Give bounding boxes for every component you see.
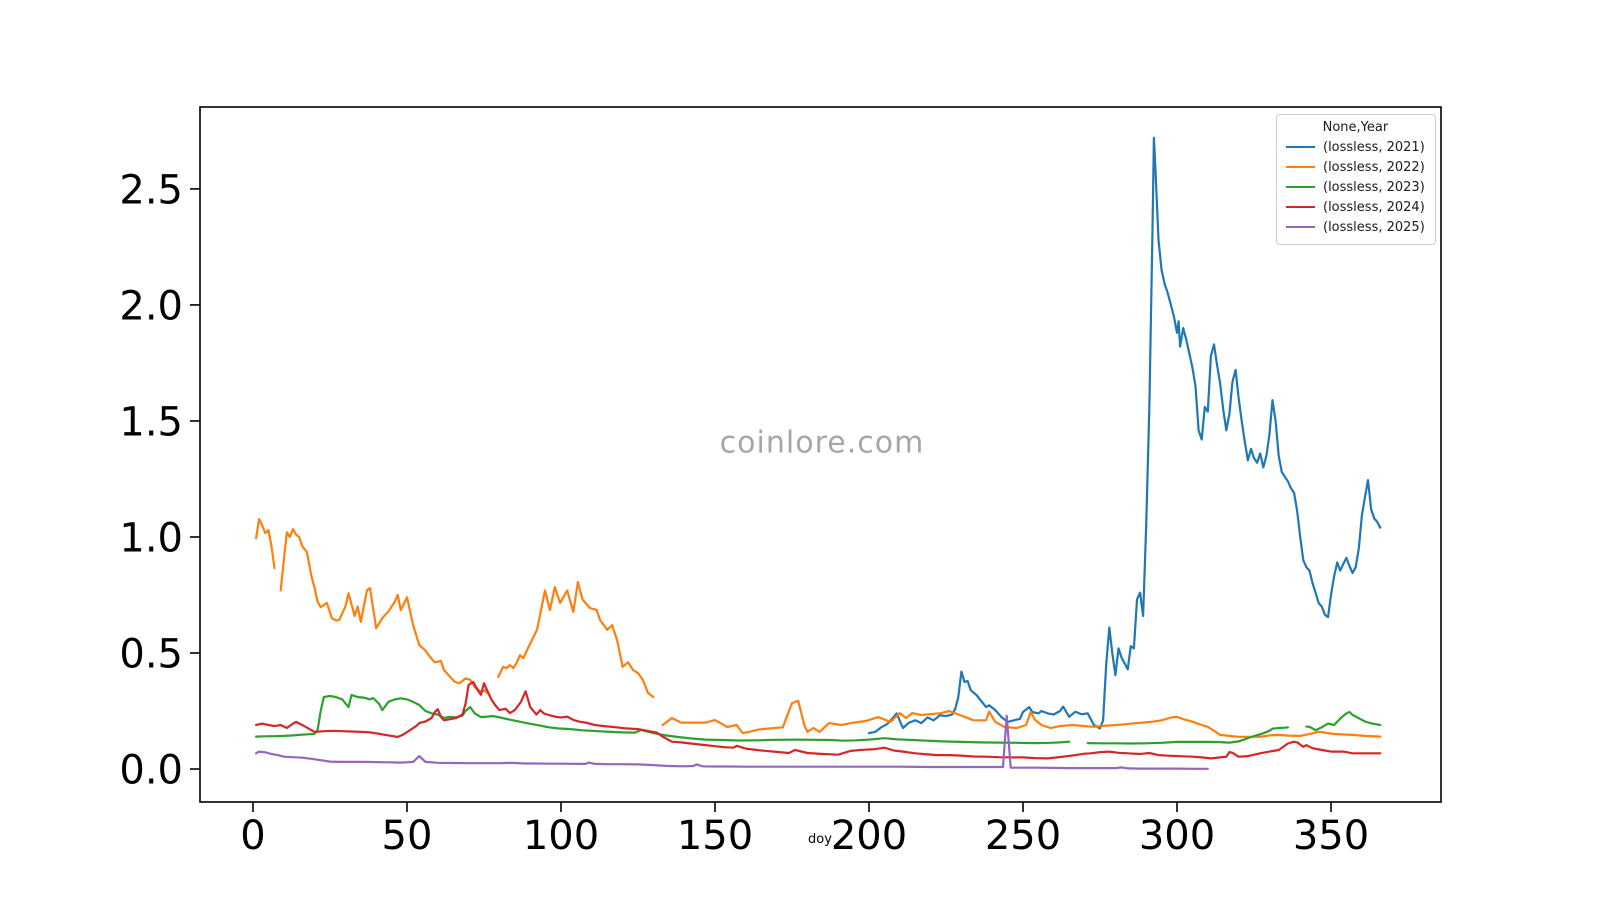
legend-item-label: (lossless, 2022) (1323, 159, 1425, 175)
series-line-2023 (255, 693, 1071, 745)
y-tick-label: 1.5 (119, 399, 183, 445)
watermark: coinlore.com (719, 425, 925, 461)
legend-line-swatch (1286, 166, 1315, 168)
x-tick-label: 350 (1293, 813, 1369, 859)
legend-title: None,Year (1322, 120, 1389, 135)
x-tick-label: 0 (240, 813, 265, 859)
legend-item-label: (lossless, 2024) (1323, 199, 1425, 215)
legend-item: (lossless, 2022) (1286, 157, 1425, 177)
legend-line-swatch (1286, 186, 1315, 188)
axes-frame (199, 106, 1442, 803)
series-line-2024 (255, 680, 1382, 760)
x-tick-label: 250 (985, 813, 1061, 859)
legend-item-label: (lossless, 2025) (1323, 219, 1425, 235)
y-tick-label: 1.0 (119, 515, 183, 561)
series-line-2022 (497, 580, 655, 699)
legend-item: (lossless, 2021) (1286, 137, 1425, 157)
legend-item: (lossless, 2025) (1286, 217, 1425, 237)
legend-item: (lossless, 2024) (1286, 197, 1425, 217)
x-tick-label: 50 (382, 813, 433, 859)
legend-item-label: (lossless, 2023) (1323, 179, 1425, 195)
legend-items: (lossless, 2021) (lossless, 2022) (lossles… (1286, 137, 1425, 237)
legend-line-swatch (1286, 146, 1315, 148)
series-line-2023 (1086, 726, 1290, 745)
y-tick-label: 2.0 (119, 283, 183, 329)
series-line-2022 (661, 699, 1382, 738)
legend-item: (lossless, 2023) (1286, 177, 1425, 197)
x-tick-label: 300 (1139, 813, 1215, 859)
legend-item-label: (lossless, 2021) (1323, 139, 1425, 155)
x-tick-label: 200 (831, 813, 907, 859)
x-axis-label: doy (808, 832, 832, 847)
legend-line-swatch (1286, 226, 1315, 228)
series-line-2023 (1305, 710, 1382, 732)
legend: None,Year (lossless, 2021) (lossless, 202… (1276, 114, 1436, 245)
x-tick-label: 150 (677, 813, 753, 859)
series-line-2025 (255, 714, 1209, 770)
series-line-2022 (279, 527, 489, 695)
series-line-2021 (867, 136, 1382, 735)
legend-line-swatch (1286, 206, 1315, 208)
series-line-2022 (255, 517, 276, 570)
y-tick-label: 2.5 (119, 167, 183, 213)
x-tick-label: 100 (523, 813, 599, 859)
y-tick-label: 0.5 (119, 631, 183, 677)
y-tick-label: 0.0 (119, 747, 183, 793)
